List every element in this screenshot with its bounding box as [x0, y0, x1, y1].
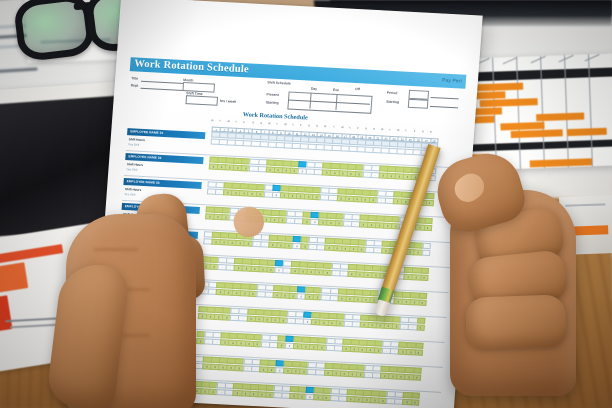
- day-initial: F: [356, 126, 360, 131]
- right-hand-finger-ring: [465, 294, 567, 350]
- field-box-shift-time[interactable]: [185, 95, 219, 106]
- day-initial: S: [308, 124, 311, 128]
- page-title: Work Rotation Schedule: [133, 58, 250, 76]
- day-initial: T: [219, 119, 222, 123]
- employee-role: Shift Hours: [128, 137, 146, 143]
- shift-legend-col-eve: Eve: [332, 87, 340, 93]
- field-label-dept: Dept: [130, 83, 139, 88]
- right-hand: [429, 145, 612, 400]
- shift-hours-cell[interactable]: -: [421, 249, 431, 257]
- shift-cell[interactable]: [412, 367, 422, 374]
- day-initial: T: [275, 122, 279, 126]
- day-initial: T: [235, 120, 238, 124]
- shift-cell[interactable]: [420, 267, 429, 275]
- shift-cell[interactable]: [414, 342, 424, 349]
- day-initial: S: [372, 127, 376, 132]
- shift-hours-cell[interactable]: 8: [419, 274, 429, 282]
- day-initial: S: [364, 127, 368, 131]
- gantt-bar: [510, 129, 563, 139]
- left-hand: [45, 178, 267, 408]
- shift-cell[interactable]: [418, 292, 427, 299]
- day-initial: S: [259, 121, 263, 126]
- gantt-bar: [566, 127, 607, 137]
- shift-hours-cell[interactable]: 8: [416, 324, 425, 331]
- shift-legend-title: Shift Schedule: [267, 80, 291, 86]
- shift-legend-row-starting: Starting: [265, 100, 279, 105]
- shift-legend-row-present: Present: [266, 92, 279, 97]
- pay-period-box-starting[interactable]: [407, 98, 429, 109]
- day-initial: T: [348, 126, 352, 130]
- day-initial: S: [429, 130, 433, 134]
- day-initial: T: [291, 123, 295, 127]
- shift-hours-cell[interactable]: 8: [412, 374, 421, 381]
- day-initial: T: [405, 129, 408, 133]
- day-initial: M: [324, 124, 328, 129]
- pay-period-row-starting: Starting: [386, 99, 400, 105]
- gantt-bar: [472, 115, 495, 124]
- day-initial: W: [283, 122, 288, 127]
- gantt-bar: [536, 112, 585, 122]
- employee-name: EMPLOYEE NAME 02: [128, 154, 162, 160]
- day-initial: W: [340, 125, 344, 130]
- day-initial: M: [267, 121, 271, 126]
- employee-name: EMPLOYEE NAME 01: [130, 129, 164, 135]
- shift-legend-col-off: Off: [354, 86, 361, 92]
- pay-period-label: Pay Peri: [441, 77, 463, 85]
- gantt-bar: [470, 82, 524, 92]
- day-initial: T: [388, 128, 392, 132]
- employee-role: Shift Hours: [126, 162, 144, 167]
- shift-hours-cell[interactable]: 8: [410, 399, 420, 406]
- day-initial: S: [421, 130, 425, 134]
- day-initial: M: [380, 127, 385, 132]
- day-initial: S: [316, 124, 319, 129]
- shift-legend-col-day: Day: [310, 86, 318, 91]
- day-initial: F: [243, 120, 246, 125]
- field-label-title: Title: [131, 76, 139, 81]
- shift-cell[interactable]: [416, 317, 426, 324]
- day-initial: F: [413, 129, 416, 134]
- day-initial: W: [227, 119, 231, 124]
- employee-note: Day Shift: [126, 168, 138, 172]
- shift-hours-cell[interactable]: 8: [417, 299, 427, 306]
- right-hand-thumbnail: [449, 168, 490, 207]
- employee-note: Day Shift: [128, 143, 140, 147]
- day-initial: T: [332, 125, 335, 129]
- shift-hours-cell[interactable]: 8: [414, 349, 423, 356]
- day-initial: W: [397, 128, 401, 133]
- field-label-hours: hrs / week: [219, 98, 237, 104]
- pay-period-row-period: Period: [386, 90, 398, 96]
- day-initial: M: [210, 118, 215, 123]
- sheet-subtitle: Work Rotation Schedule: [242, 111, 309, 122]
- gantt-bar: [471, 107, 503, 116]
- gantt-bar: [479, 98, 538, 108]
- day-initial: S: [251, 121, 255, 125]
- shift-cell[interactable]: [411, 392, 420, 399]
- day-initial: F: [299, 123, 303, 128]
